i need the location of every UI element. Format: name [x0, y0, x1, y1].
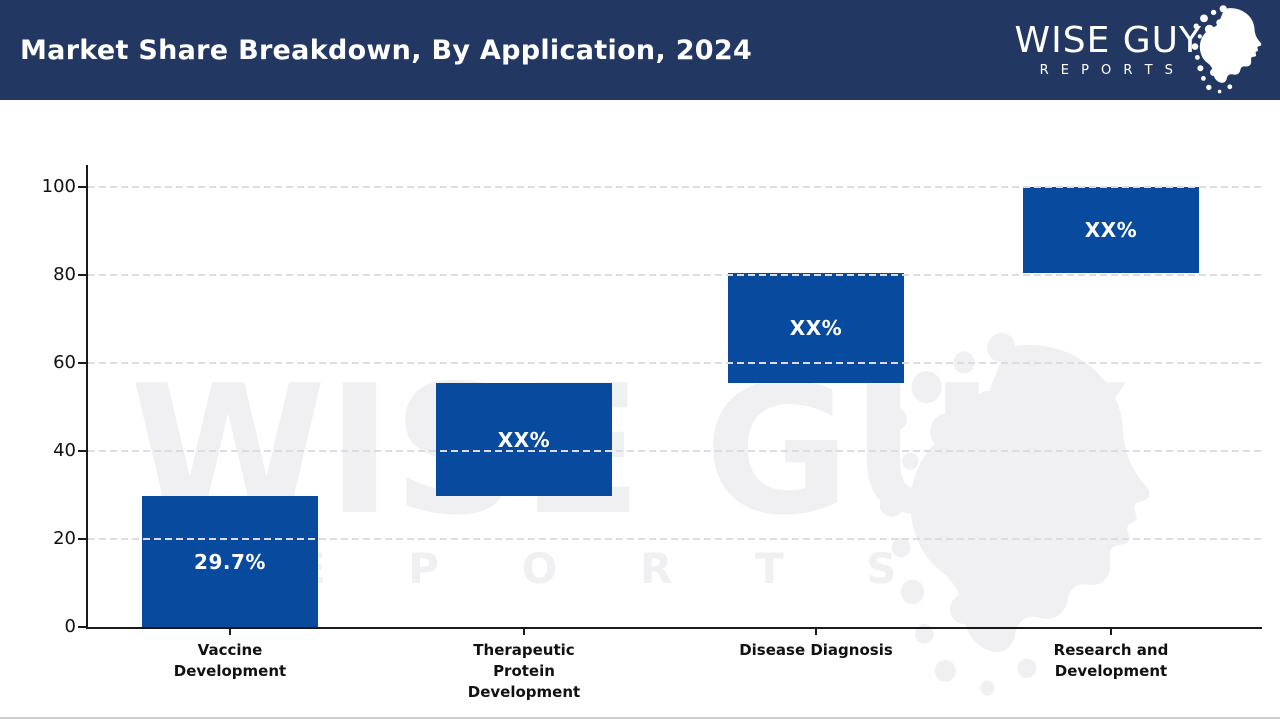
bar-value-label: 29.7% [194, 549, 266, 574]
category-label-line: Therapeutic [473, 641, 575, 659]
y-tick-label: 40 [53, 440, 76, 461]
header-bar: Market Share Breakdown, By Application, … [0, 0, 1280, 100]
category-label-line: Research and [1053, 641, 1169, 659]
x-tick-mark [229, 629, 231, 635]
gridline-100 [88, 186, 1262, 188]
category-label-line: Vaccine [197, 641, 263, 659]
bar-value-label: XX% [497, 427, 551, 452]
category-label-line: Disease Diagnosis [739, 641, 893, 659]
y-tick-mark [78, 538, 86, 540]
category-label-line: Protein [493, 662, 555, 680]
bar-value-label: XX% [1084, 218, 1138, 243]
y-tick-mark [78, 626, 86, 628]
gridline-60 [88, 362, 1262, 364]
y-tick-label: 100 [41, 176, 76, 197]
x-tick-mark [815, 629, 817, 635]
bar-0: 29.7% [142, 496, 318, 627]
gridline-80 [88, 274, 1262, 276]
bar-1: XX% [436, 383, 612, 497]
gridline-20 [88, 538, 1262, 540]
y-axis-line [86, 165, 88, 629]
x-tick-mark [523, 629, 525, 635]
category-label: Research and Development [1001, 640, 1221, 682]
category-label-line: Development [1054, 662, 1168, 680]
y-tick-mark [78, 450, 86, 452]
x-axis-line [86, 627, 1262, 629]
bar-2: XX% [728, 273, 904, 384]
category-label: Vaccine Development [120, 640, 340, 682]
y-tick-label: 60 [53, 352, 76, 373]
category-label-line: Development [173, 662, 287, 680]
brand-logo: WISE GUY R E P O R T S [1015, 4, 1265, 94]
category-label-line: Development [467, 683, 581, 701]
y-tick-mark [78, 186, 86, 188]
bar-value-label: XX% [789, 316, 843, 341]
bar-3: XX% [1023, 187, 1199, 274]
y-tick-label: 80 [53, 264, 76, 285]
brand-subtitle: R E P O R T S [1039, 62, 1177, 78]
page-title: Market Share Breakdown, By Application, … [20, 34, 753, 66]
bottom-divider [0, 717, 1280, 719]
y-tick-label: 20 [53, 528, 76, 549]
x-tick-mark [1110, 629, 1112, 635]
gridline-40 [88, 450, 1262, 452]
category-label: Therapeutic Protein Development [414, 640, 634, 703]
brand-name: WISE GUY [1014, 19, 1202, 61]
y-tick-mark [78, 362, 86, 364]
brand-logo-text: WISE GUY R E P O R T S [1014, 19, 1203, 78]
category-label: Disease Diagnosis [706, 640, 926, 661]
y-tick-label: 0 [64, 616, 76, 637]
y-tick-mark [78, 274, 86, 276]
